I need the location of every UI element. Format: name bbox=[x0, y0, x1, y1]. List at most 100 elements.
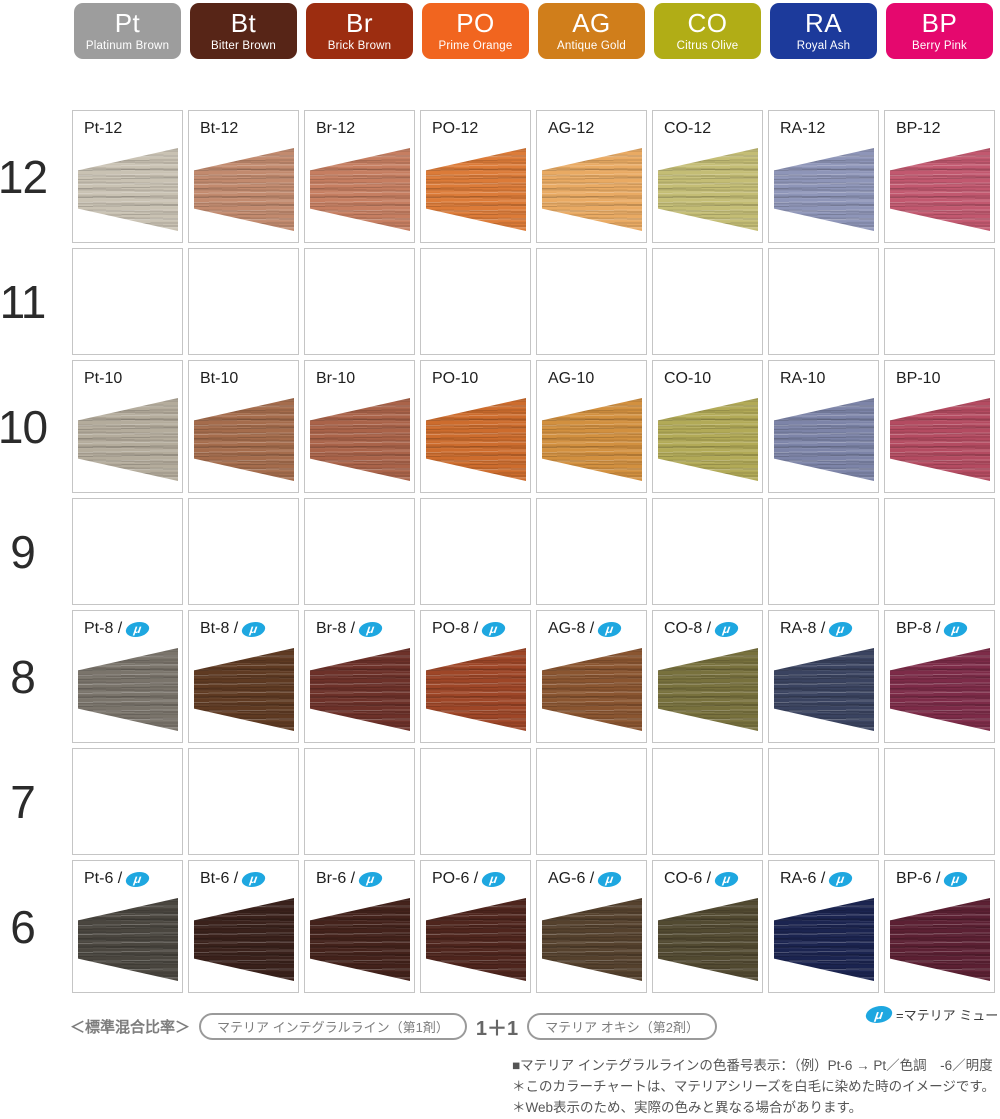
note-chart-disclaimer: ＊このカラーチャートは、マテリアシリーズを白毛に染めた時のイメージです。 bbox=[512, 1078, 996, 1094]
swatch-cell bbox=[768, 498, 879, 605]
family-code: AG bbox=[572, 8, 611, 38]
swatch-code: AG-12 bbox=[548, 120, 595, 137]
family-name: Prime Orange bbox=[438, 40, 513, 52]
swatch-code: PO-8 / bbox=[432, 620, 479, 637]
family-badge-bt: Bt Bitter Brown bbox=[190, 3, 297, 59]
mu-icon: μ bbox=[597, 871, 623, 887]
family-name: Antique Gold bbox=[557, 40, 626, 52]
swatch-label: Br-10 bbox=[316, 370, 355, 388]
swatch-cell: Br-8 /μ bbox=[304, 610, 415, 743]
swatch-code: CO-10 bbox=[664, 370, 712, 387]
hair-swatch bbox=[194, 648, 294, 731]
hair-swatch bbox=[542, 148, 642, 231]
swatch-code: Pt-6 / bbox=[84, 870, 123, 887]
swatch-cell: Br-12 bbox=[304, 110, 415, 243]
swatch-label: Br-8 /μ bbox=[316, 620, 384, 638]
level-row-9: 9 bbox=[0, 498, 995, 605]
mu-icon: μ bbox=[597, 621, 623, 637]
swatch-label: PO-6 /μ bbox=[432, 870, 507, 888]
swatch-label: Pt-8 /μ bbox=[84, 620, 151, 638]
swatch-code: Bt-6 / bbox=[200, 870, 239, 887]
swatch-label: RA-8 /μ bbox=[780, 620, 854, 638]
swatch-label: RA-6 /μ bbox=[780, 870, 854, 888]
level-rows: 12 Pt-12 Bt-12 Br-12 PO-12 AG-12 CO-12 RA-12 BP-… bbox=[0, 110, 995, 998]
hair-swatch bbox=[194, 148, 294, 231]
mu-icon: μ bbox=[714, 871, 740, 887]
swatch-cell: Pt-10 bbox=[72, 360, 183, 493]
mu-icon: μ bbox=[481, 871, 507, 887]
family-badge-ra: RA Royal Ash bbox=[770, 3, 877, 59]
swatch-code: RA-12 bbox=[780, 120, 826, 137]
swatch-cell: PO-12 bbox=[420, 110, 531, 243]
swatch-cell: AG-10 bbox=[536, 360, 647, 493]
swatch-label: CO-12 bbox=[664, 120, 711, 138]
swatch-code: PO-6 / bbox=[432, 870, 479, 887]
family-name: Brick Brown bbox=[327, 40, 392, 52]
hair-swatch bbox=[78, 148, 178, 231]
swatch-label: CO-10 bbox=[664, 370, 711, 388]
hair-swatch bbox=[890, 898, 990, 981]
hair-swatch bbox=[310, 648, 410, 731]
hair-swatch bbox=[542, 648, 642, 731]
hair-swatch bbox=[78, 648, 178, 731]
swatch-label: BP-8 /μ bbox=[896, 620, 969, 638]
level-cells bbox=[72, 248, 995, 355]
swatch-label: RA-12 bbox=[780, 120, 825, 138]
swatch-code: Br-6 / bbox=[316, 870, 356, 887]
level-row-8: 8 Pt-8 /μ Bt-8 /μ Br-8 /μ PO-8 /μ AG-8 /μ CO-8… bbox=[0, 610, 995, 743]
level-label: 10 bbox=[0, 400, 48, 453]
swatch-label: Bt-6 /μ bbox=[200, 870, 267, 888]
hair-swatch bbox=[890, 148, 990, 231]
swatch-label: Pt-12 bbox=[84, 120, 122, 138]
swatch-cell: Bt-10 bbox=[188, 360, 299, 493]
swatch-label: CO-8 /μ bbox=[664, 620, 740, 638]
swatch-cell: Pt-8 /μ bbox=[72, 610, 183, 743]
swatch-cell: CO-6 /μ bbox=[652, 860, 763, 993]
swatch-label: PO-10 bbox=[432, 370, 478, 388]
hair-swatch bbox=[426, 648, 526, 731]
hair-swatch bbox=[78, 898, 178, 981]
swatch-label: AG-12 bbox=[548, 120, 594, 138]
level-cells bbox=[72, 748, 995, 855]
swatch-label: Pt-6 /μ bbox=[84, 870, 151, 888]
mu-icon: μ bbox=[241, 871, 267, 887]
swatch-code: RA-10 bbox=[780, 370, 826, 387]
hair-swatch bbox=[774, 648, 874, 731]
hair-swatch bbox=[426, 898, 526, 981]
swatch-code: PO-10 bbox=[432, 370, 479, 387]
hair-swatch bbox=[194, 898, 294, 981]
level-label: 12 bbox=[0, 150, 48, 203]
swatch-code: CO-12 bbox=[664, 120, 712, 137]
swatch-cell bbox=[420, 748, 531, 855]
swatch-label: Pt-10 bbox=[84, 370, 122, 388]
swatch-cell: BP-10 bbox=[884, 360, 995, 493]
mu-icon: μ bbox=[241, 621, 267, 637]
level-label: 9 bbox=[10, 525, 36, 578]
swatch-cell: PO-6 /μ bbox=[420, 860, 531, 993]
swatch-code: AG-6 / bbox=[548, 870, 595, 887]
hair-swatch bbox=[658, 648, 758, 731]
swatch-label: Bt-10 bbox=[200, 370, 238, 388]
swatch-cell bbox=[536, 498, 647, 605]
swatch-cell bbox=[72, 498, 183, 605]
swatch-code: BP-6 / bbox=[896, 870, 941, 887]
hair-swatch bbox=[774, 148, 874, 231]
mu-icon: μ bbox=[828, 621, 854, 637]
swatch-code: BP-12 bbox=[896, 120, 941, 137]
level-label: 7 bbox=[10, 775, 36, 828]
hair-swatch bbox=[542, 398, 642, 481]
swatch-code: AG-8 / bbox=[548, 620, 595, 637]
swatch-label: BP-12 bbox=[896, 120, 940, 138]
swatch-code: Bt-10 bbox=[200, 370, 239, 387]
swatch-cell: Bt-12 bbox=[188, 110, 299, 243]
swatch-cell: Pt-12 bbox=[72, 110, 183, 243]
swatch-cell bbox=[72, 748, 183, 855]
hair-swatch bbox=[658, 398, 758, 481]
level-cells: Pt-10 Bt-10 Br-10 PO-10 AG-10 CO-10 RA-10 BP-10 bbox=[72, 360, 995, 493]
mix-ratio-value: 1＋1 bbox=[475, 1018, 519, 1040]
swatch-cell: RA-8 /μ bbox=[768, 610, 879, 743]
family-code: PO bbox=[456, 8, 495, 38]
hair-swatch bbox=[542, 898, 642, 981]
swatch-cell bbox=[536, 748, 647, 855]
swatch-cell: BP-8 /μ bbox=[884, 610, 995, 743]
